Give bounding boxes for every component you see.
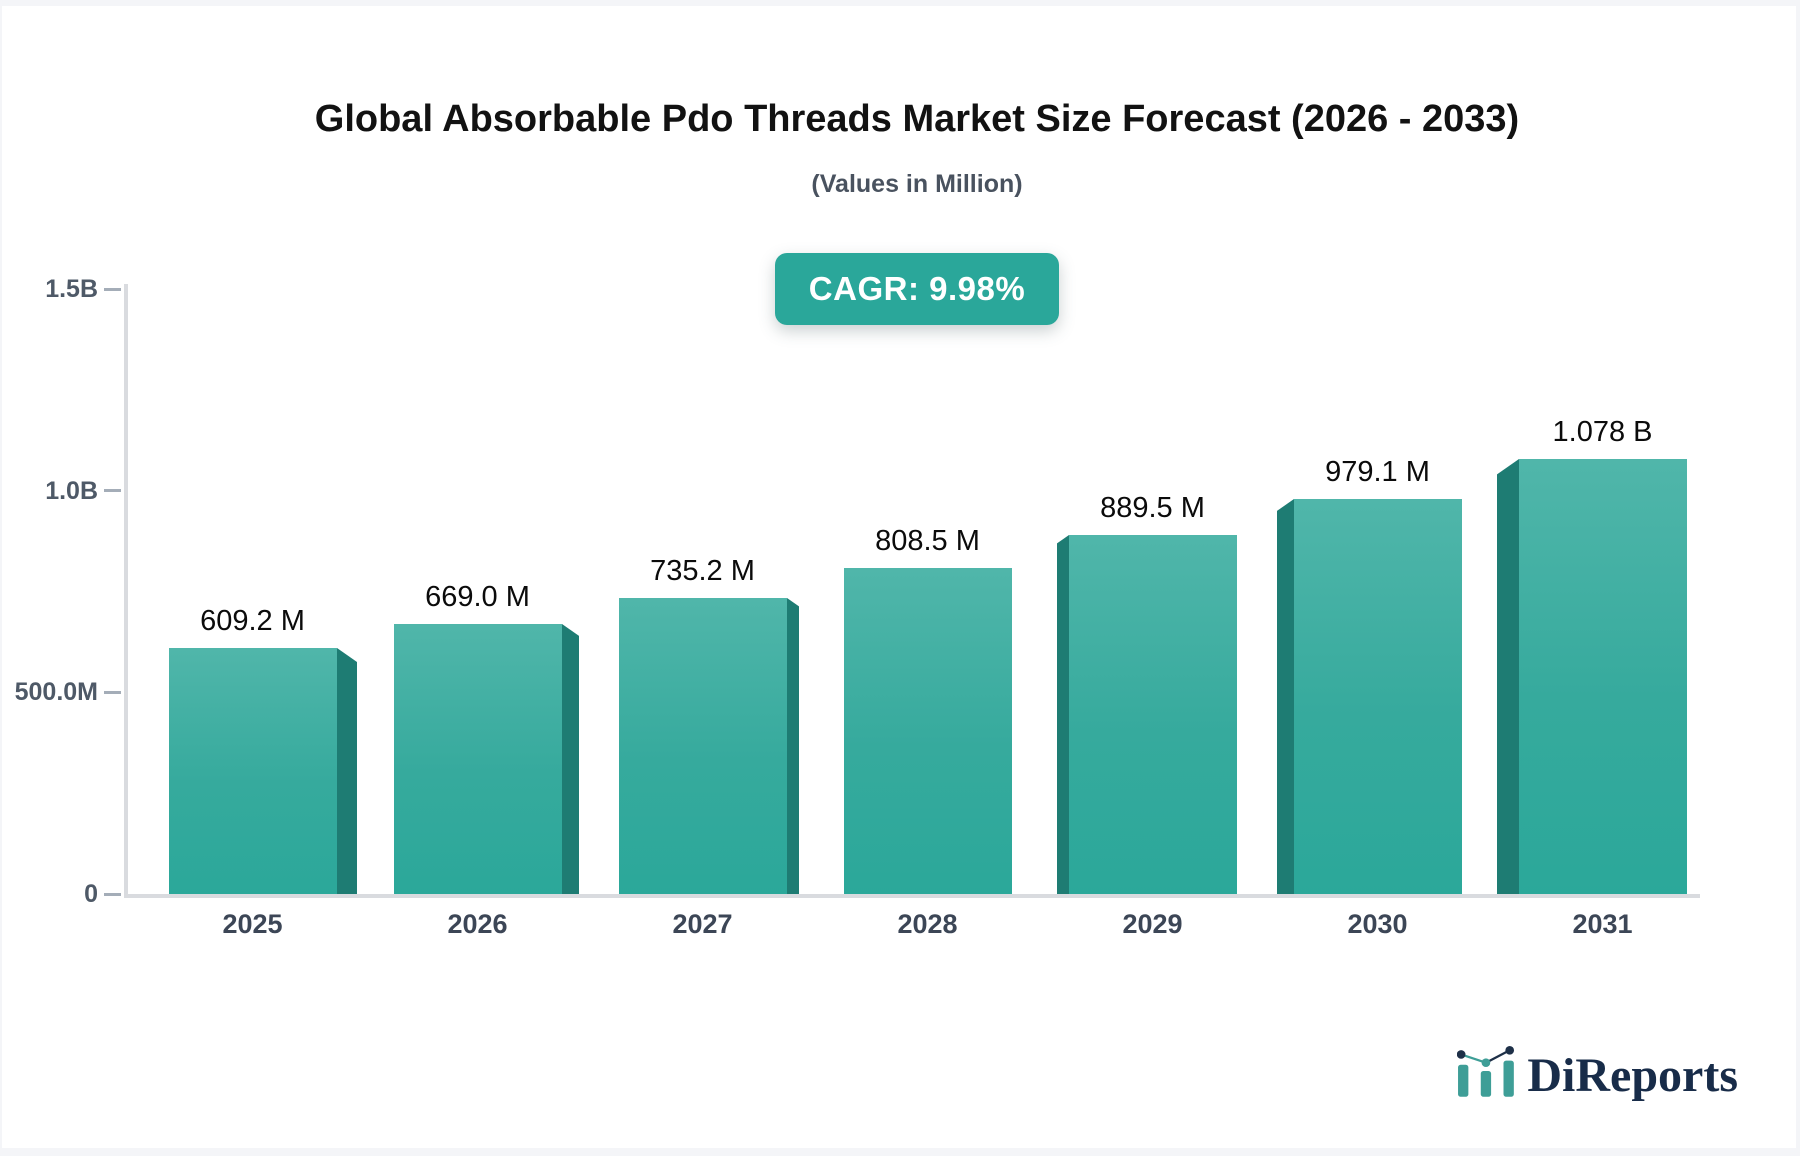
cagr-badge-band: CAGR: 9.98% [132,253,1702,325]
bar-front-face [168,648,337,894]
x-axis-label-2025: 2025 [222,909,283,939]
bar-2031: 1.078 B [1496,416,1687,894]
bar-2025: 609.2 M [168,605,357,894]
bar-side-face [786,597,799,894]
direports-logo: DiReports [1457,1044,1738,1100]
bar-front-face [1068,535,1237,894]
bar-2030: 979.1 M [1276,456,1462,894]
bar-2029: 889.5 M [1056,492,1237,894]
chart-title: Global Absorbable Pdo Threads Market Siz… [314,98,1520,140]
bar-value-label: 1.078 B [1552,416,1653,449]
bar-column-2029: 889.5 M [1040,289,1265,894]
y-tick-mark [104,489,121,493]
y-tick-mark [104,287,121,291]
chart-card: Global Absorbable Pdo Threads Market Siz… [2,6,1796,1148]
bar-column-2026: 669.0 M [365,289,590,894]
x-axis-label-2029: 2029 [1122,909,1183,939]
bar-2028: 808.5 M [843,525,1012,894]
bar-column-2028: 808.5 M [815,289,1040,894]
y-tick-label: 1.5B [45,275,98,303]
bar-side-face [1276,499,1294,894]
y-tick-label: 500.0M [14,678,98,707]
y-tick-label: 0 [84,880,98,908]
bar-value-label: 808.5 M [875,524,980,557]
bar-side-face [561,624,579,894]
bar-front-face [1518,459,1687,894]
bar-column-2031: 1.078 B [1490,289,1715,894]
bar-front-face [1293,499,1462,894]
bar-2027: 735.2 M [618,555,799,894]
plot-area: 609.2 M 669.0 M 735.2 M 808.5 M 889.5 M 979.1… [140,289,1715,894]
y-axis-line [124,284,128,898]
bar-column-2030: 979.1 M [1265,289,1490,894]
bar-front-face [393,624,562,894]
bar-value-label: 609.2 M [200,605,305,638]
bar-value-label: 979.1 M [1325,456,1430,489]
x-axis-label-2026: 2026 [447,909,508,939]
bar-side-face [1496,459,1519,894]
bar-2026: 669.0 M [393,581,579,894]
cagr-badge: CAGR: 9.98% [774,253,1060,325]
y-tick-label: 1.0B [45,476,98,505]
bar-value-label: 735.2 M [650,554,755,587]
bar-front-face [618,597,787,894]
x-axis-label-2030: 2030 [1347,909,1408,939]
x-axis-line [124,894,1700,898]
direports-logo-text: DiReports [1527,1049,1738,1102]
bar-value-label: 889.5 M [1100,492,1205,525]
direports-logo-icon [1457,1045,1515,1097]
bar-chart: 0 500.0M 1.0B 1.5B 609.2 M 669.0 M 735.2 M 808… [2,6,1796,1148]
y-tick-mark [104,690,121,694]
x-axis-label-2031: 2031 [1572,909,1633,939]
bar-side-face [1056,535,1069,894]
bar-column-2025: 609.2 M [140,289,365,894]
bar-side-face [336,648,357,894]
y-tick-mark [104,892,121,896]
x-axis: 2025 2026 2027 2028 2029 2030 2031 [140,909,1715,940]
bar-column-2027: 735.2 M [590,289,815,894]
x-axis-label-2027: 2027 [672,909,733,939]
x-axis-label-2028: 2028 [897,909,958,939]
bar-value-label: 669.0 M [425,581,530,614]
chart-subtitle: (Values in Million) [811,170,1023,198]
bar-front-face [843,567,1012,894]
